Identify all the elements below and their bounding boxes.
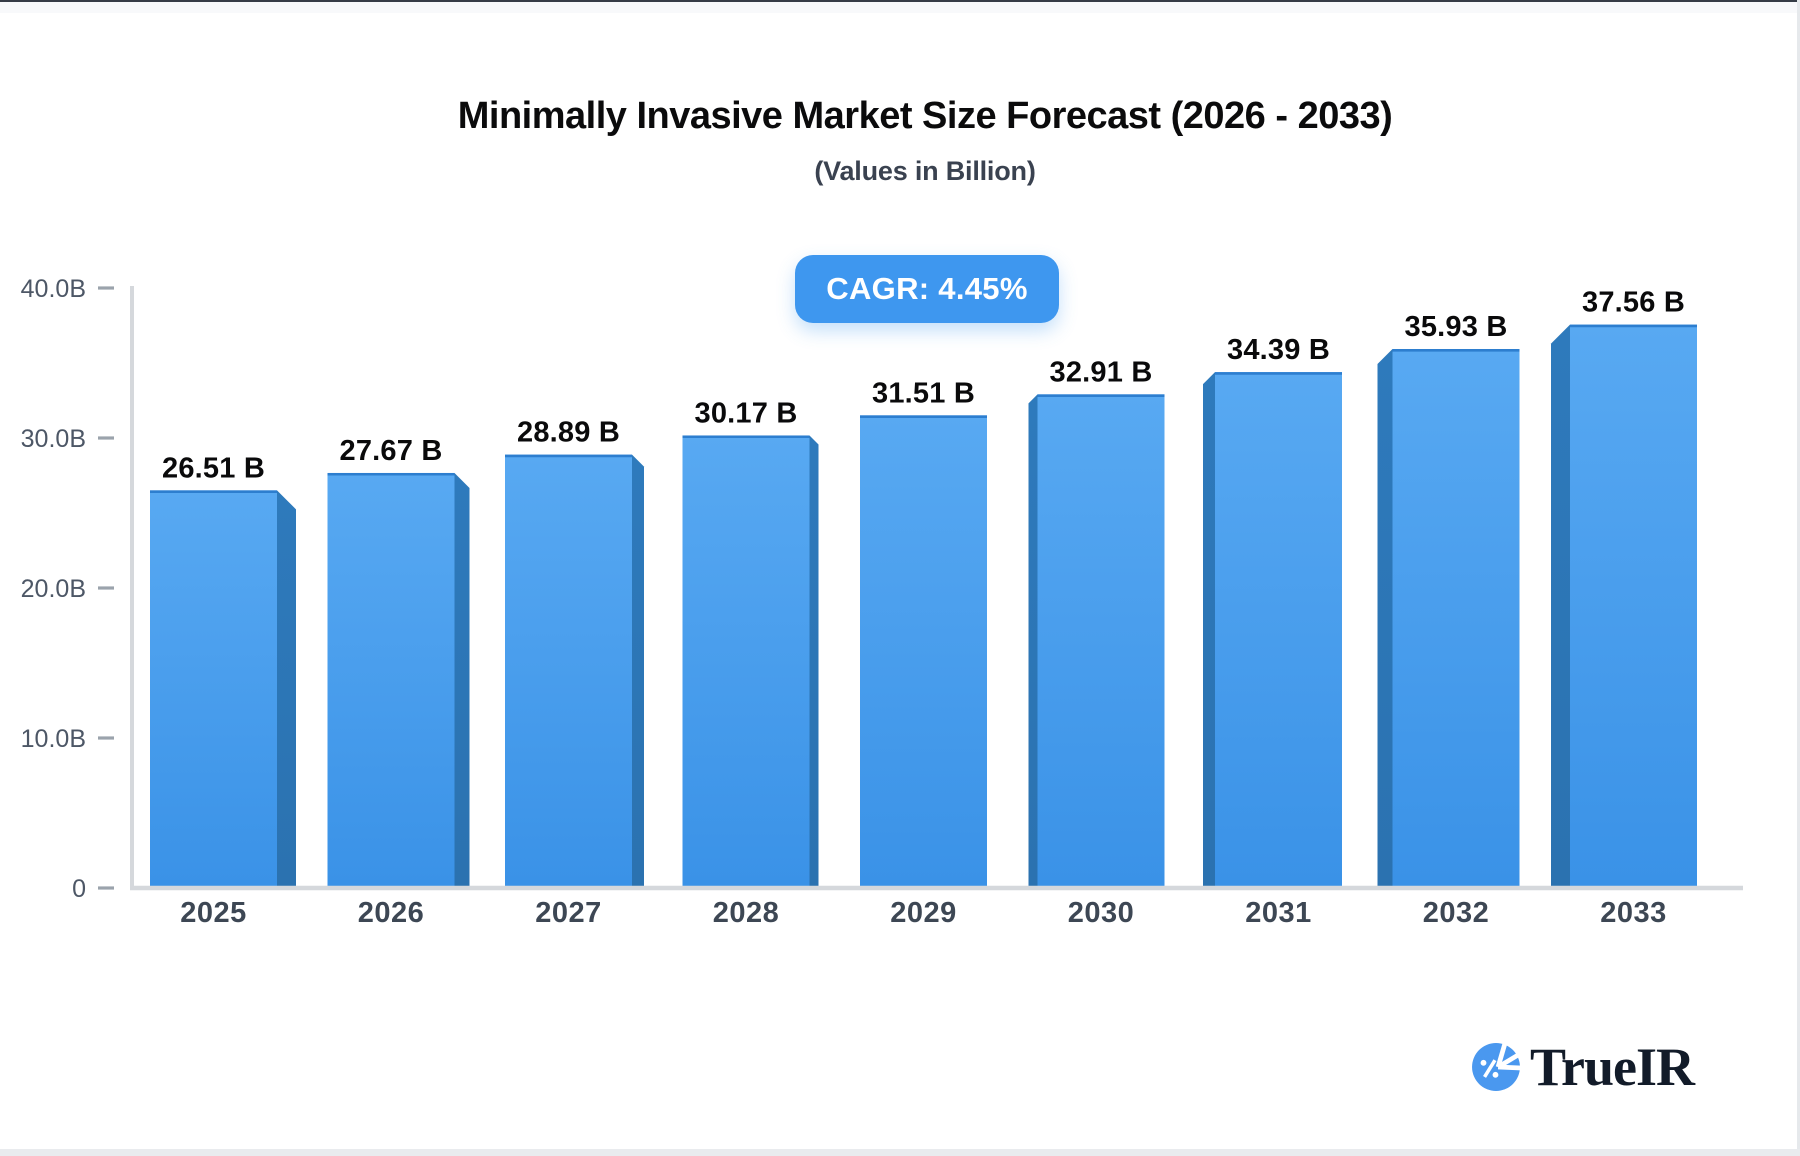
- bar-2030: 32.91 B 2030: [1028, 356, 1165, 929]
- bar-side-panel: [1377, 349, 1393, 886]
- bar-face: [327, 472, 455, 886]
- bar-face: [1215, 372, 1342, 886]
- bar-side-panel: [632, 454, 644, 886]
- bar-value-label: 37.56 B: [1582, 287, 1685, 319]
- bar-2028: 30.17 B 2028: [682, 397, 819, 929]
- bar-side-panel: [1203, 372, 1215, 886]
- bar-value-label: 28.89 B: [517, 417, 620, 449]
- bar-2032: 35.93 B 2032: [1377, 311, 1520, 929]
- bar-value-label: 34.39 B: [1227, 334, 1330, 366]
- x-axis-label: 2026: [358, 897, 425, 929]
- bar-face: [1392, 349, 1520, 886]
- y-tick-label: 10.0B: [21, 725, 86, 753]
- bar-face: [505, 454, 632, 886]
- bar-value-label: 35.93 B: [1405, 311, 1508, 343]
- bar-value-label: 30.17 B: [695, 397, 798, 429]
- x-axis-label: 2030: [1068, 897, 1135, 929]
- window-top-edge: [0, 0, 1800, 13]
- x-axis-label: 2031: [1245, 897, 1312, 929]
- x-axis-label: 2028: [713, 897, 780, 929]
- bar-face: [860, 415, 987, 886]
- chart-title: Minimally Invasive Market Size Forecast …: [457, 95, 1393, 137]
- x-axis-label: 2032: [1423, 897, 1490, 929]
- bar-value-label: 27.67 B: [340, 435, 443, 467]
- chart-header: Minimally Invasive Market Size Forecast …: [0, 0, 1800, 187]
- bar-face: [150, 490, 277, 886]
- bar-face: [1037, 394, 1165, 886]
- cagr-badge: CAGR: 4.45%: [795, 255, 1059, 323]
- trueir-logo: TrueIR: [1471, 1037, 1695, 1097]
- y-tick-label: 40.0B: [21, 275, 86, 303]
- bar-face: [682, 435, 810, 886]
- bar-side-panel: [1551, 324, 1570, 887]
- bar-2026: 27.67 B 2026: [327, 435, 470, 929]
- y-tick-label: 20.0B: [21, 575, 86, 603]
- bar-2031: 34.39 B 2031: [1203, 334, 1342, 929]
- bar-2027: 28.89 B 2027: [505, 417, 644, 929]
- window-bottom-edge: [0, 1149, 1800, 1156]
- bar-side-panel: [1028, 394, 1038, 886]
- x-axis-label: 2033: [1600, 897, 1667, 929]
- y-tick-label: 30.0B: [21, 425, 86, 453]
- bar-2029: 31.51 B 2029: [860, 377, 987, 929]
- bar-value-label: 32.91 B: [1050, 356, 1153, 388]
- x-axis-label: 2029: [890, 897, 957, 929]
- chart-subtitle: (Values in Billion): [814, 155, 1036, 186]
- bar-value-label: 26.51 B: [162, 452, 265, 484]
- pie-chart-icon: [1472, 1042, 1521, 1091]
- trueir-logo-text: TrueIR: [1530, 1037, 1695, 1097]
- x-axis-label: 2025: [180, 897, 247, 929]
- bar-side-panel: [454, 472, 470, 886]
- bar-2025: 26.51 B 2025: [150, 452, 296, 929]
- bar-face: [1570, 324, 1697, 887]
- bar-2033: 37.56 B 2033: [1551, 287, 1697, 929]
- bar-side-panel: [809, 435, 819, 886]
- bar-side-panel: [277, 490, 296, 886]
- y-tick-label: 0: [72, 875, 86, 903]
- x-axis-label: 2027: [535, 897, 602, 929]
- bar-value-label: 31.51 B: [872, 377, 975, 409]
- window-right-edge: [1797, 0, 1800, 1156]
